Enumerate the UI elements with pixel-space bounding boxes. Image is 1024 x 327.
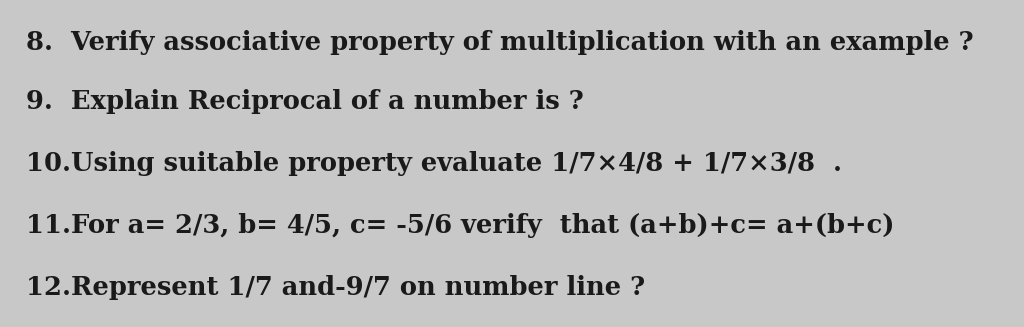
Text: 11.For a= 2/3, b= 4/5, c= -5/6 verify  that (a+b)+c= a+(b+c): 11.For a= 2/3, b= 4/5, c= -5/6 verify th…	[26, 213, 894, 238]
Text: 8.  Verify associative property of multiplication with an example ?: 8. Verify associative property of multip…	[26, 30, 973, 55]
Text: 10.Using suitable property evaluate 1/7×4/8 + 1/7×3/8  .: 10.Using suitable property evaluate 1/7×…	[26, 151, 842, 176]
Text: 9.  Explain Reciprocal of a number is ?: 9. Explain Reciprocal of a number is ?	[26, 89, 584, 114]
Text: 12.Represent 1/7 and-9/7 on number line ?: 12.Represent 1/7 and-9/7 on number line …	[26, 275, 645, 300]
